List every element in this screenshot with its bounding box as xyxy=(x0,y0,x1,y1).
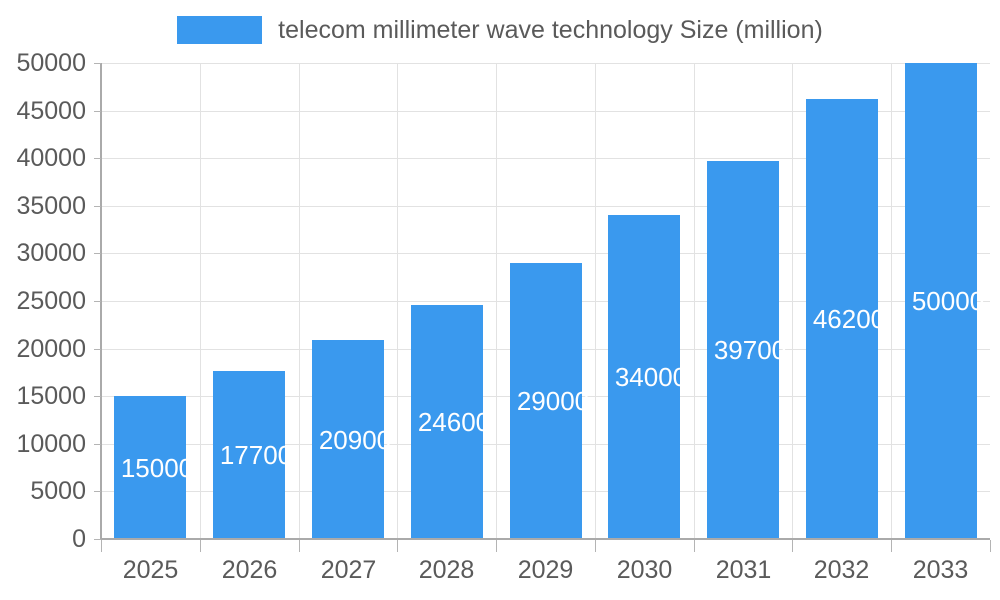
bar-value-label: 46200 xyxy=(812,304,886,335)
y-tick-mark xyxy=(94,205,101,207)
x-tick-mark xyxy=(200,540,201,552)
x-tick-mark xyxy=(397,540,398,552)
chart-legend: telecom millimeter wave technology Size … xyxy=(0,12,1000,48)
x-tick-label: 2025 xyxy=(122,556,179,584)
x-tick-label: 2031 xyxy=(715,556,772,584)
x-tick-mark xyxy=(595,540,596,552)
x-tick-label: 2030 xyxy=(616,556,673,584)
x-tick-label: 2033 xyxy=(912,556,969,584)
y-tick-label: 5000 xyxy=(30,477,86,506)
x-tick-label: 2032 xyxy=(813,556,870,584)
x-tick-mark xyxy=(792,540,793,552)
gridline-horizontal xyxy=(101,110,990,112)
gridline-vertical xyxy=(496,63,497,539)
y-tick-label: 30000 xyxy=(16,239,86,268)
bar-value-label: 15000 xyxy=(120,452,194,483)
bar-value-label: 29000 xyxy=(516,385,590,416)
y-tick-mark xyxy=(94,301,101,302)
bar[interactable] xyxy=(905,63,977,539)
gridline-vertical xyxy=(299,63,300,539)
bar[interactable] xyxy=(608,215,680,539)
bar-value-label: 50000 xyxy=(911,286,985,316)
gridline-vertical xyxy=(200,63,201,539)
x-axis-line xyxy=(101,538,990,540)
x-tick-label: 2027 xyxy=(320,556,377,584)
y-tick-label: 20000 xyxy=(16,334,86,363)
y-tick-mark xyxy=(94,63,101,64)
plot-area: 15000 17700 20900 24600 29000 34000 39700 46200… xyxy=(101,63,990,540)
bar-value-label: 39700 xyxy=(713,335,787,366)
y-axis-line xyxy=(100,63,102,540)
y-tick-mark xyxy=(94,443,101,445)
bar-value-label: 34000 xyxy=(614,362,688,393)
gridline-vertical xyxy=(891,63,892,539)
y-tick-label: 40000 xyxy=(16,144,86,173)
x-tick-mark xyxy=(694,540,695,552)
y-tick-mark xyxy=(94,491,101,493)
bar-value-label: 24600 xyxy=(417,406,491,437)
gridline-vertical xyxy=(694,63,695,539)
y-tick-mark xyxy=(94,539,101,540)
bar[interactable] xyxy=(806,99,878,539)
gridline-horizontal xyxy=(101,63,990,64)
bar[interactable] xyxy=(114,396,186,539)
y-tick-label: 10000 xyxy=(16,429,86,458)
bar-value-label: 20900 xyxy=(318,424,392,455)
x-tick-mark xyxy=(299,540,300,552)
legend-swatch-series-1 xyxy=(177,16,263,44)
bar[interactable] xyxy=(411,304,483,539)
y-tick-label: 35000 xyxy=(16,191,86,220)
y-tick-mark xyxy=(94,253,101,255)
x-tick-label: 2029 xyxy=(517,556,574,584)
y-tick-label: 50000 xyxy=(16,49,86,77)
y-tick-mark xyxy=(94,158,101,160)
y-tick-mark xyxy=(94,348,101,350)
gridline-horizontal xyxy=(101,205,990,207)
legend-label-series-1: telecom millimeter wave technology Size … xyxy=(278,15,823,44)
x-tick-mark xyxy=(101,540,102,552)
y-tick-label: 15000 xyxy=(16,382,86,411)
y-tick-mark xyxy=(94,110,101,112)
x-tick-mark xyxy=(891,540,892,552)
x-tick-label: 2028 xyxy=(418,556,475,584)
bar-value-label: 17700 xyxy=(219,439,293,470)
gridline-vertical xyxy=(792,63,793,539)
bar[interactable] xyxy=(510,262,582,539)
y-tick-mark xyxy=(94,396,101,398)
x-tick-label: 2026 xyxy=(221,556,278,584)
x-tick-mark xyxy=(990,540,991,552)
x-tick-mark xyxy=(496,540,497,552)
bar[interactable] xyxy=(312,340,384,539)
gridline-horizontal xyxy=(101,253,990,255)
bar[interactable] xyxy=(707,161,779,539)
gridline-horizontal xyxy=(101,158,990,160)
gridline-vertical xyxy=(595,63,596,539)
gridline-vertical xyxy=(397,63,398,539)
y-tick-label: 45000 xyxy=(16,96,86,125)
y-tick-label: 0 xyxy=(72,525,86,553)
bar[interactable] xyxy=(213,370,285,539)
y-tick-label: 25000 xyxy=(16,287,86,315)
